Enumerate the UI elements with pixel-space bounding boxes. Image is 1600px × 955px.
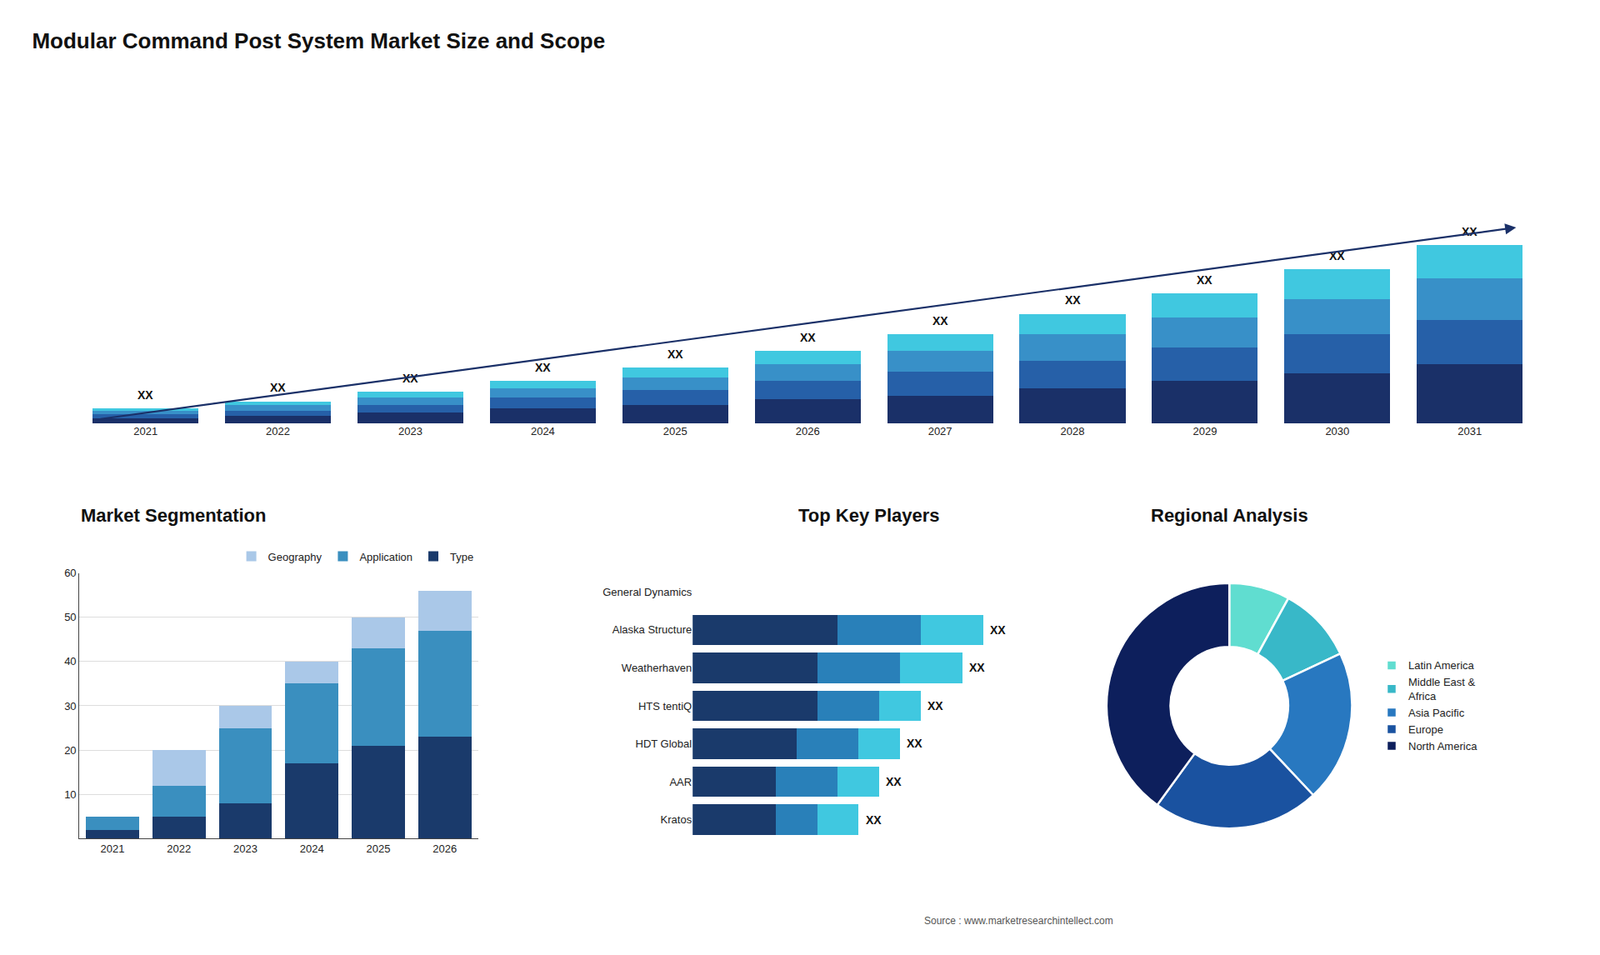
svg-text:60: 60 [64, 566, 76, 580]
svg-text:Europe: Europe [1408, 723, 1444, 736]
svg-text:XX: XX [1461, 225, 1478, 239]
svg-text:Geography: Geography [268, 550, 323, 564]
svg-text:2023: 2023 [398, 425, 423, 438]
svg-text:2022: 2022 [166, 842, 191, 855]
svg-text:2024: 2024 [300, 842, 325, 855]
svg-text:XX: XX [1329, 249, 1345, 263]
svg-text:XX: XX [906, 736, 923, 750]
svg-text:2026: 2026 [795, 425, 820, 438]
svg-text:XX: XX [535, 360, 551, 375]
svg-text:2029: 2029 [1192, 425, 1217, 438]
svg-text:Modular Command Post System Ma: Modular Command Post System Market Size … [31, 28, 605, 54]
svg-text:Regional Analysis: Regional Analysis [1150, 505, 1309, 526]
svg-text:XX: XX [270, 380, 286, 395]
svg-text:HDT Global: HDT Global [635, 737, 693, 750]
svg-text:2021: 2021 [100, 842, 125, 855]
svg-text:40: 40 [64, 655, 76, 668]
svg-text:2024: 2024 [530, 425, 555, 438]
svg-text:2027: 2027 [928, 425, 953, 438]
svg-text:General Dynamics: General Dynamics [602, 585, 692, 599]
svg-text:XX: XX [667, 347, 684, 361]
svg-text:2026: 2026 [432, 842, 457, 855]
svg-text:20: 20 [64, 744, 76, 757]
svg-text:XX: XX [865, 813, 882, 827]
svg-text:10: 10 [64, 788, 76, 801]
svg-text:2025: 2025 [663, 425, 688, 438]
svg-text:2030: 2030 [1325, 425, 1350, 438]
svg-text:30: 30 [64, 700, 76, 713]
svg-text:Top Key Players: Top Key Players [798, 505, 940, 526]
svg-text:2023: 2023 [233, 842, 258, 855]
svg-text:Alaska Structure: Alaska Structure [612, 623, 692, 636]
svg-text:Asia Pacific: Asia Pacific [1408, 706, 1465, 720]
svg-text:Latin America: Latin America [1408, 659, 1475, 672]
svg-text:2022: 2022 [265, 425, 290, 438]
svg-text:XX: XX [969, 660, 985, 675]
svg-text:XX: XX [932, 314, 949, 328]
svg-text:North America: North America [1408, 740, 1478, 753]
svg-text:Type: Type [450, 550, 474, 564]
svg-text:50: 50 [64, 610, 76, 624]
svg-text:Weatherhaven: Weatherhaven [621, 661, 692, 675]
svg-text:AAR: AAR [669, 775, 692, 789]
svg-text:Source : www.marketresearchint: Source : www.marketresearchintellect.com [924, 915, 1114, 927]
svg-text:XX: XX [990, 623, 1006, 637]
svg-text:XX: XX [137, 388, 154, 402]
svg-text:Middle East &Africa: Middle East &Africa [1408, 675, 1476, 703]
svg-text:Market Segmentation: Market Segmentation [80, 505, 267, 526]
svg-text:Application: Application [359, 550, 413, 564]
svg-text:2031: 2031 [1457, 425, 1482, 438]
svg-text:XX: XX [1065, 293, 1081, 307]
svg-text:XX: XX [800, 330, 816, 345]
svg-text:Kratos: Kratos [660, 813, 693, 826]
svg-text:HTS tentiQ: HTS tentiQ [638, 700, 692, 713]
svg-text:2028: 2028 [1060, 425, 1085, 438]
svg-text:XX: XX [885, 775, 902, 789]
svg-text:2021: 2021 [133, 425, 158, 438]
svg-text:XX: XX [1196, 273, 1213, 287]
svg-text:XX: XX [927, 699, 944, 713]
svg-text:2025: 2025 [366, 842, 391, 855]
svg-text:XX: XX [402, 371, 419, 385]
